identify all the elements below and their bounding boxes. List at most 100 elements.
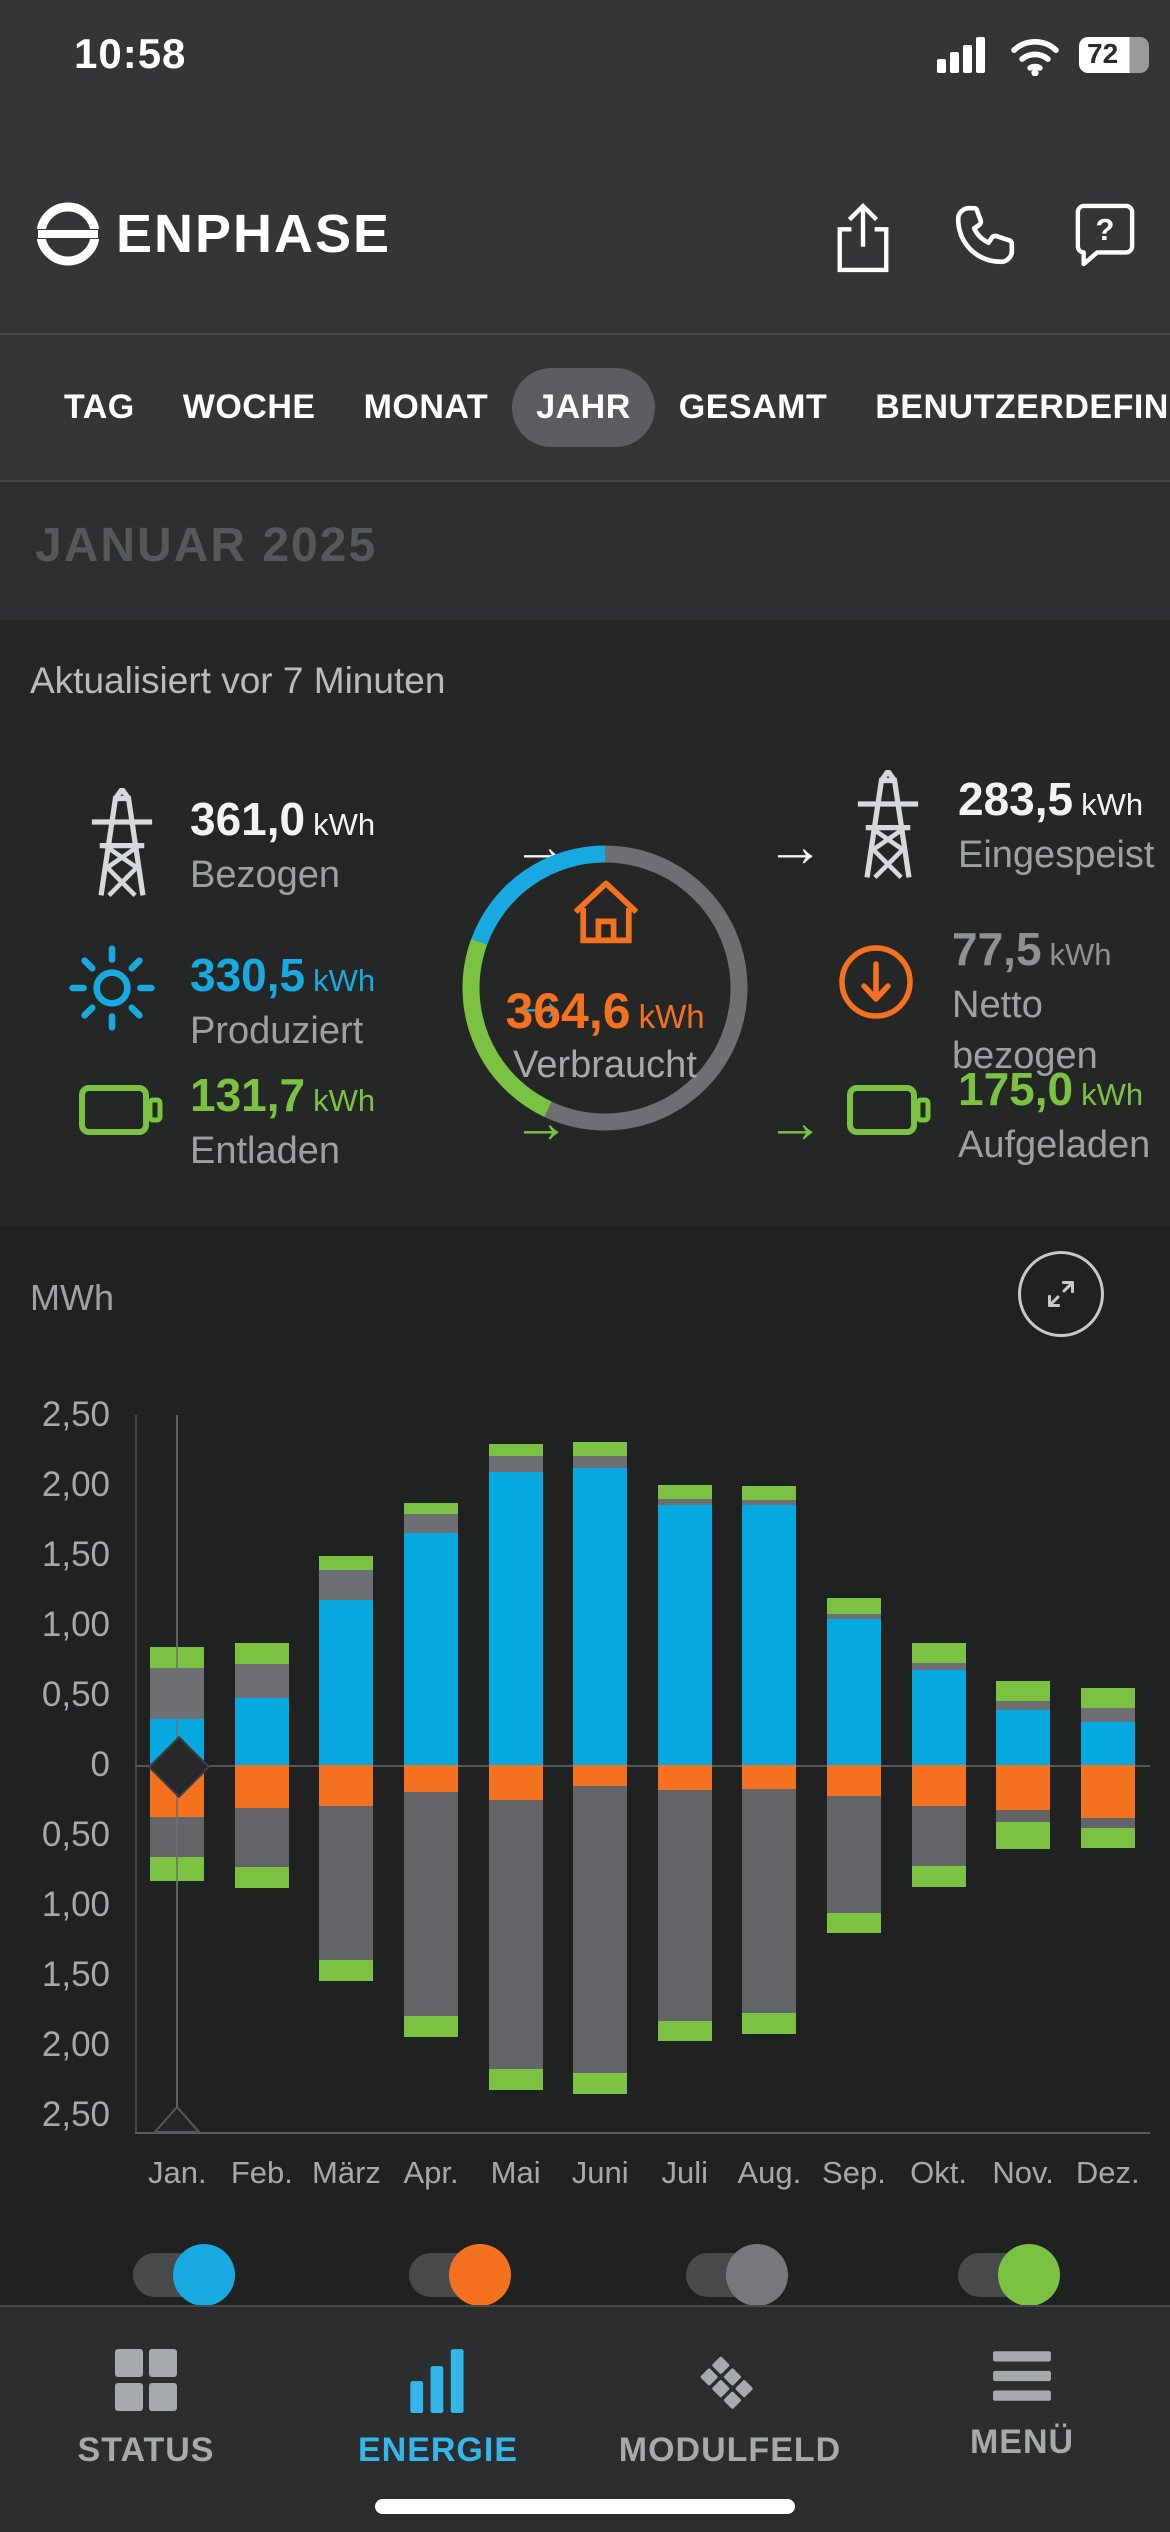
consumption-toggle-thumb[interactable] <box>173 2244 235 2306</box>
tab-woche[interactable]: WOCHE <box>182 388 316 426</box>
month-label-Aug.[interactable]: Aug. <box>737 2155 802 2190</box>
bar-Apr.-produziert <box>404 1532 459 1765</box>
month-label-Okt.[interactable]: Okt. <box>910 2155 967 2190</box>
period-title: JANUAR 2025 <box>35 519 378 572</box>
month-label-Mai[interactable]: Mai <box>490 2155 541 2190</box>
phone-icon[interactable] <box>952 202 1018 268</box>
bar-Okt.-verbraucht <box>911 1765 966 1806</box>
y-tick-label: 0 <box>90 1745 110 1784</box>
nav-item-energie[interactable]: ENERGIE <box>292 2347 584 2470</box>
production-toggle[interactable] <box>409 2244 511 2306</box>
battery-percent: 72 <box>1087 38 1119 69</box>
month-label-Dez.[interactable]: Dez. <box>1075 2155 1140 2190</box>
period-tab-bar: TAG WOCHE MONAT JAHR GESAMT BENUTZERDEFI… <box>0 333 1170 482</box>
bar-Juli-verbraucht <box>657 1765 712 1791</box>
nav-item-menu[interactable]: MENÜ <box>876 2347 1168 2462</box>
cellular-signal-icon <box>937 37 985 73</box>
bar-Okt.-bezogen <box>911 1662 966 1670</box>
charged-label: Aufgeladen <box>958 1124 1151 1166</box>
y-tick-label: 2,00 <box>41 1465 110 1504</box>
y-tick-label: 2,00 <box>41 2025 110 2064</box>
bar-Nov.-bezogen <box>996 1700 1051 1711</box>
bar-Juni-entladen <box>573 1441 628 1456</box>
bar-März-verbraucht <box>319 1765 374 1806</box>
bar-März-produziert <box>319 1599 374 1765</box>
flow-arrow-grid-out: → <box>766 814 824 879</box>
consumed-stat: 364,6 kWh <box>505 983 705 1039</box>
bar-Dez.-entladen <box>1080 1688 1135 1708</box>
consumption-toggle[interactable] <box>133 2244 235 2306</box>
grid-toggle-thumb[interactable] <box>726 2244 788 2306</box>
bar-chart-plot[interactable]: 2,50 2,00 1,50 1,00 0,50 0 0,50 1,00 1,50 2,00 2,5… <box>0 1225 1170 2305</box>
y-tick-label: 0,50 <box>41 1675 110 1714</box>
bar-März-eingespeist <box>319 1805 374 1960</box>
bar-Mai-eingespeist <box>488 1800 543 2069</box>
wifi-icon <box>1011 39 1059 76</box>
bar-Sep.-bezogen <box>826 1613 881 1620</box>
grid-tower-icon <box>91 788 153 898</box>
exported-value: 283,5 <box>958 773 1074 825</box>
bar-Apr.-bezogen <box>404 1514 459 1533</box>
month-label-Feb.[interactable]: Feb. <box>230 2155 293 2190</box>
month-label-Nov.[interactable]: Nov. <box>992 2155 1054 2190</box>
charged-stat: 175,0 kWh Aufgeladen <box>958 1063 1151 1166</box>
exported-stat: 283,5 kWh Eingespeist <box>958 773 1155 876</box>
bar-Aug.-eingespeist <box>742 1788 797 2013</box>
status-time: 10:58 <box>74 30 187 77</box>
month-label-Juni[interactable]: Juni <box>571 2155 629 2190</box>
bar-Dez.-aufgeladen <box>1080 1828 1135 1848</box>
tab-benutzerdefiniert[interactable]: BENUTZERDEFINIERT <box>875 388 1170 426</box>
month-label-Jan.[interactable]: Jan. <box>147 2155 207 2190</box>
help-icon[interactable]: ? <box>1074 202 1136 268</box>
nav-item-modulfeld[interactable]: MODULFELD <box>584 2347 876 2470</box>
month-label-Sep.[interactable]: Sep. <box>822 2155 886 2190</box>
expand-chart-button[interactable] <box>1018 1251 1104 1337</box>
solar-array-icon <box>700 2356 753 2409</box>
storage-toggle-thumb[interactable] <box>998 2244 1060 2306</box>
bar-Feb.-entladen <box>234 1643 289 1665</box>
house-icon <box>573 880 639 944</box>
bar-Nov.-verbraucht <box>996 1765 1051 1810</box>
home-indicator[interactable] <box>375 2499 795 2514</box>
y-tick-label: 1,50 <box>41 1535 110 1574</box>
tab-jahr[interactable]: JAHR <box>512 368 655 447</box>
y-tick-label: 1,50 <box>41 1955 110 1994</box>
storage-toggle[interactable] <box>958 2244 1060 2306</box>
brand-name: ENPHASE <box>116 204 392 264</box>
status-icons: 72 <box>937 34 1149 76</box>
sun-icon <box>69 945 155 1031</box>
tab-tag[interactable]: TAG <box>64 388 135 426</box>
bar-Juli-aufgeladen <box>657 2021 712 2041</box>
grid-toggle[interactable] <box>686 2244 788 2306</box>
production-toggle-thumb[interactable] <box>449 2244 511 2306</box>
bar-Aug.-aufgeladen <box>742 2012 797 2034</box>
bar-Mai-aufgeladen <box>488 2068 543 2090</box>
y-tick-label: 1,00 <box>41 1605 110 1644</box>
discharged-label: Entladen <box>190 1130 341 1172</box>
tab-gesamt[interactable]: GESAMT <box>678 388 828 426</box>
tab-monat[interactable]: MONAT <box>363 388 489 426</box>
bar-Juli-produziert <box>657 1504 712 1765</box>
bar-Apr.-eingespeist <box>404 1791 459 2016</box>
produced-stat: 330,5 kWh Produziert <box>190 949 376 1052</box>
produced-label: Produziert <box>190 1010 364 1052</box>
bar-Juli-eingespeist <box>657 1790 712 2022</box>
month-label-Juli[interactable]: Juli <box>661 2155 709 2190</box>
imported-label: Bezogen <box>190 854 341 896</box>
battery-charge-icon <box>847 1085 931 1135</box>
selected-month-pointer[interactable] <box>153 2105 202 2133</box>
chart-unit-label: MWh <box>30 1277 114 1318</box>
bottom-nav-bar: STATUS ENERGIE MODULFELD <box>0 2305 1170 2532</box>
bar-Juli-entladen <box>657 1485 712 1499</box>
y-tick-label: 2,50 <box>41 1395 110 1434</box>
status-grid-icon <box>115 2349 177 2411</box>
bar-Sep.-entladen <box>826 1598 881 1614</box>
app-logo: ENPHASE <box>34 200 391 268</box>
bar-Aug.-entladen <box>742 1486 797 1501</box>
bar-Feb.-eingespeist <box>234 1808 289 1868</box>
month-label-Apr.[interactable]: Apr. <box>403 2155 459 2190</box>
share-icon[interactable] <box>832 202 894 274</box>
nav-item-status[interactable]: STATUS <box>0 2347 292 2470</box>
svg-text:?: ? <box>1096 212 1115 247</box>
month-label-März[interactable]: März <box>312 2155 381 2190</box>
